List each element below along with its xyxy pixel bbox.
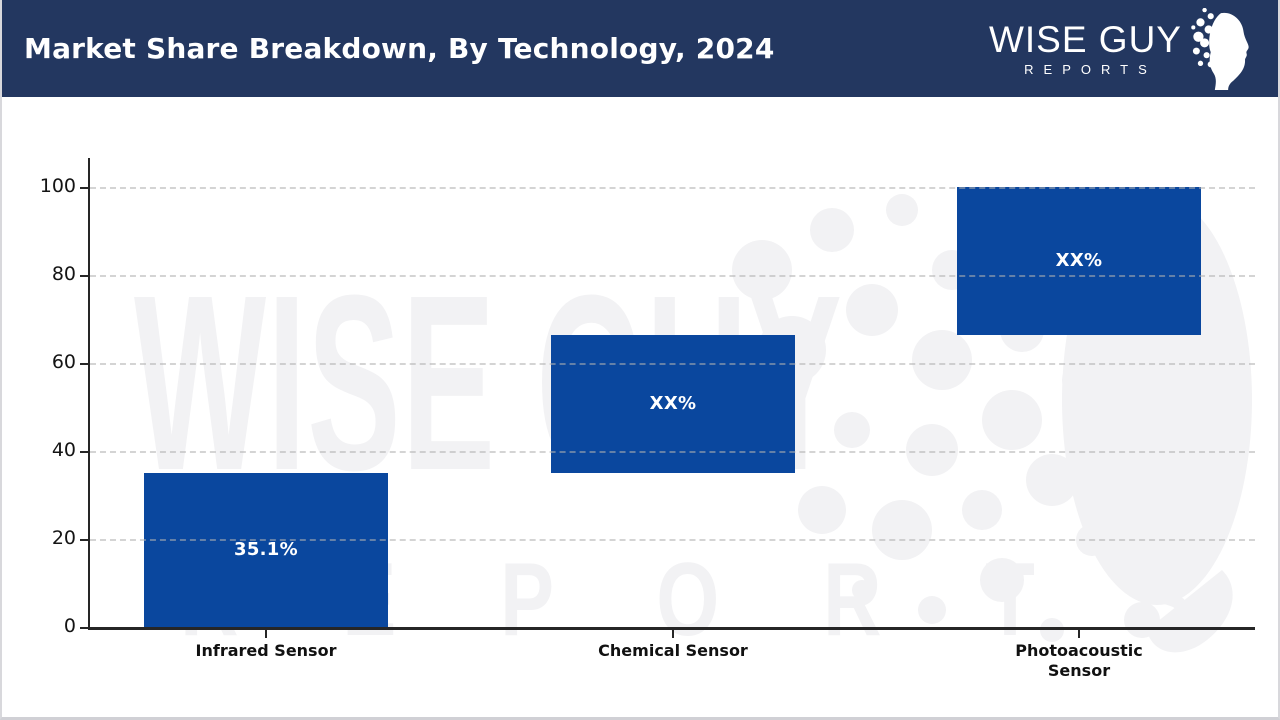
plot-area: 0 20 40 60 80 100 35.1% Infrared Sensor XX% Chemi… (2, 97, 1278, 717)
logo-text: WISE GUY REPORTS (989, 21, 1182, 77)
bar-value-label: XX% (649, 393, 697, 415)
y-tick-label: 80 (51, 263, 76, 285)
x-category-label: Infrared Sensor (195, 641, 337, 660)
dotted-head-profile-icon (1191, 7, 1249, 90)
x-category-label: Photoacoustic Sensor (1015, 641, 1143, 680)
gridline (90, 451, 1255, 453)
x-tick-mark (672, 630, 674, 638)
logo-subtitle: REPORTS (1024, 61, 1157, 77)
y-tick-mark (80, 451, 88, 453)
y-tick-mark (80, 187, 88, 189)
logo-wordmark: WISE GUY (988, 18, 1182, 60)
bar-infrared-sensor: 35.1% (144, 472, 388, 627)
y-tick-label: 0 (63, 615, 76, 637)
gridline (90, 275, 1255, 277)
y-tick-mark (80, 539, 88, 541)
chart-title: Market Share Breakdown, By Technology, 2… (24, 32, 775, 65)
gridline (90, 539, 1255, 541)
gridline (90, 363, 1255, 365)
x-category-label: Chemical Sensor (598, 641, 748, 660)
wise-guy-reports-logo: WISE GUY REPORTS (989, 7, 1258, 90)
header-bar: Market Share Breakdown, By Technology, 2… (2, 0, 1278, 97)
x-axis (88, 627, 1255, 630)
y-tick-mark (80, 627, 88, 629)
bar-value-label: 35.1% (234, 539, 298, 561)
y-tick-label: 60 (51, 351, 76, 373)
bar-photoacoustic-sensor: XX% (957, 187, 1201, 335)
y-tick-label: 100 (39, 175, 76, 197)
bar-value-label: XX% (1055, 250, 1103, 272)
y-tick-label: 40 (51, 439, 76, 461)
y-axis (88, 158, 90, 630)
x-tick-mark (1078, 630, 1080, 638)
y-tick-mark (80, 275, 88, 277)
x-tick-mark (265, 630, 267, 638)
gridline (90, 187, 1255, 189)
y-tick-label: 20 (51, 527, 76, 549)
y-tick-mark (80, 363, 88, 365)
